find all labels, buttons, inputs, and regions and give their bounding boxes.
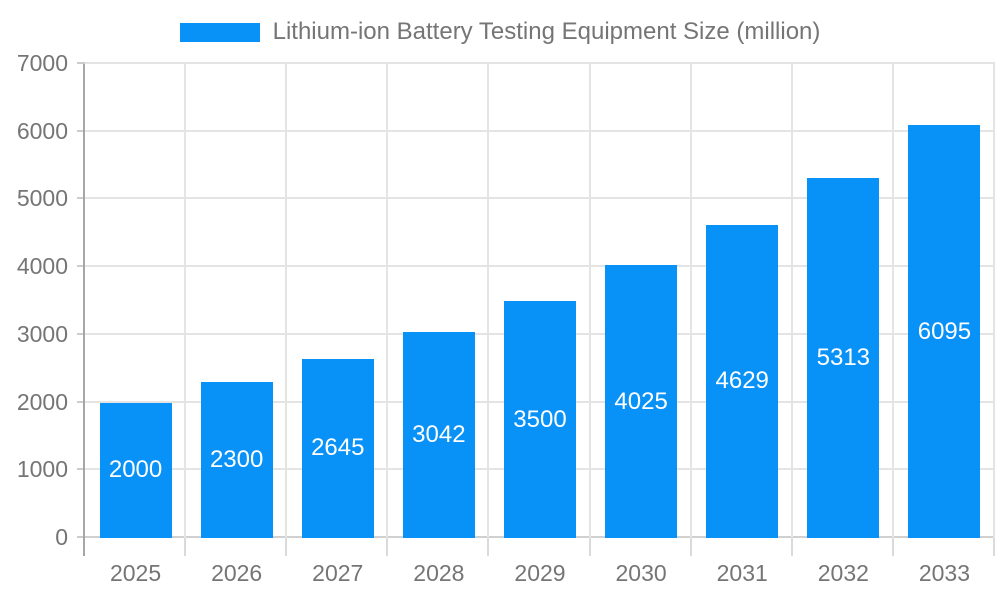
bar-value-label: 3042 [412,420,466,448]
y-axis-tick-label: 1000 [16,456,68,483]
x-axis-category-label: 2027 [312,560,364,586]
bar-2028[interactable]: 3042 [402,332,475,538]
bar-value-label: 6095 [917,317,972,345]
y-axis-tick [77,265,85,268]
y-axis-tick [77,62,85,64]
bar-value-label: 5313 [816,344,871,372]
bar-value-label: 2645 [311,434,365,462]
gridline-horizontal [85,62,995,64]
gridline-horizontal [85,197,995,200]
x-axis-category-label: 2026 [211,560,263,586]
gridline-vertical [689,64,692,538]
bar-2032[interactable]: 5313 [807,178,880,538]
gridline-horizontal [85,265,995,268]
legend[interactable]: Lithium-ion Battery Testing Equipment Si… [0,14,1000,50]
y-axis-tick-label: 5000 [16,185,68,212]
bar-2026[interactable]: 2300 [200,382,273,538]
y-axis-tick-label: 0 [55,524,68,550]
y-axis-tick-label: 7000 [16,50,68,76]
gridline-vertical [993,64,995,538]
gridline-vertical [285,64,288,538]
bar-value-label: 4025 [614,387,668,415]
gridline-vertical [386,64,389,538]
x-axis-tick [891,538,894,556]
legend-swatch-icon [179,22,260,42]
x-axis-category-label: 2029 [514,560,566,586]
x-axis-tick [285,538,288,556]
gridline-vertical [790,64,793,538]
y-axis-tick-label: 3000 [16,320,68,347]
x-axis-category-label: 2031 [716,560,768,586]
y-axis-tick-label: 6000 [16,117,68,144]
x-axis-tick [184,538,187,556]
gridline-vertical [184,64,187,538]
x-axis-category-label: 2030 [615,560,667,586]
x-axis-category-label: 2028 [413,560,465,586]
bar-2033[interactable]: 6095 [908,125,981,538]
bar-2031[interactable]: 4629 [706,224,779,538]
y-axis-line [83,64,85,556]
bar-value-label: 3500 [513,405,567,433]
gridline-vertical [588,64,591,538]
x-axis-tick [588,538,591,556]
legend-label: Lithium-ion Battery Testing Equipment Si… [272,18,821,45]
x-axis-tick [790,538,793,556]
y-axis-tick [77,536,85,538]
x-axis-tick [689,538,692,556]
x-axis-category-label: 2025 [109,560,162,586]
y-axis-tick [77,468,85,471]
y-axis-tick [77,129,85,132]
y-axis-tick [77,400,85,403]
y-axis-tick [77,332,85,335]
bar-value-label: 2000 [108,456,163,484]
bar-2029[interactable]: 3500 [504,301,576,538]
y-axis-tick-label: 2000 [16,388,68,415]
x-axis-category-label: 2033 [918,560,971,586]
bar-2027[interactable]: 2645 [301,358,374,538]
x-axis-tick [487,538,490,556]
x-axis-tick [993,538,995,556]
bar-value-label: 4629 [715,367,769,395]
bar-value-label: 2300 [209,446,264,474]
gridline-horizontal [85,129,995,132]
gridline-vertical [487,64,490,538]
x-axis-category-label: 2032 [817,560,869,586]
bar-2025[interactable]: 2000 [99,402,172,538]
x-axis-tick [386,538,389,556]
gridline-vertical [891,64,894,538]
bar-2030[interactable]: 4025 [605,265,678,538]
y-axis-tick-label: 4000 [16,253,68,280]
y-axis-tick [77,197,85,200]
